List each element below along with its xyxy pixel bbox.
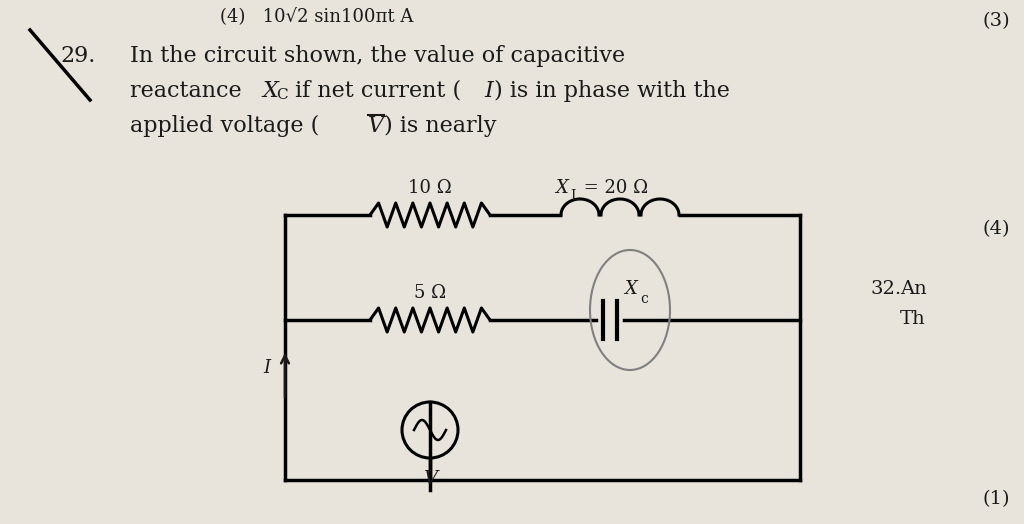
Text: ) is in phase with the: ) is in phase with the xyxy=(494,80,730,102)
Text: (4)   10√2 sin100πt A: (4) 10√2 sin100πt A xyxy=(220,8,414,26)
Text: V: V xyxy=(423,470,437,488)
Text: In the circuit shown, the value of capacitive: In the circuit shown, the value of capac… xyxy=(130,45,625,67)
Text: Th: Th xyxy=(900,310,926,328)
Text: X: X xyxy=(624,280,637,298)
Text: 29.: 29. xyxy=(60,45,95,67)
Text: (4): (4) xyxy=(982,220,1010,238)
Text: 5 Ω: 5 Ω xyxy=(414,284,446,302)
Text: V: V xyxy=(368,115,384,137)
Text: 32.: 32. xyxy=(870,280,901,298)
Text: (3): (3) xyxy=(982,12,1010,30)
Text: X: X xyxy=(555,179,568,197)
Text: if net current (: if net current ( xyxy=(288,80,461,102)
Text: C: C xyxy=(276,88,288,102)
Text: L: L xyxy=(570,189,580,203)
Text: An: An xyxy=(900,280,927,298)
Text: ) is nearly: ) is nearly xyxy=(384,115,497,137)
Text: (1): (1) xyxy=(982,490,1010,508)
Text: applied voltage (: applied voltage ( xyxy=(130,115,319,137)
Text: 10 Ω: 10 Ω xyxy=(409,179,452,197)
Text: I: I xyxy=(263,359,270,377)
Text: X: X xyxy=(262,80,278,102)
Text: reactance: reactance xyxy=(130,80,249,102)
Text: = 20 Ω: = 20 Ω xyxy=(578,179,648,197)
Text: I: I xyxy=(484,80,493,102)
Text: c: c xyxy=(640,292,648,306)
